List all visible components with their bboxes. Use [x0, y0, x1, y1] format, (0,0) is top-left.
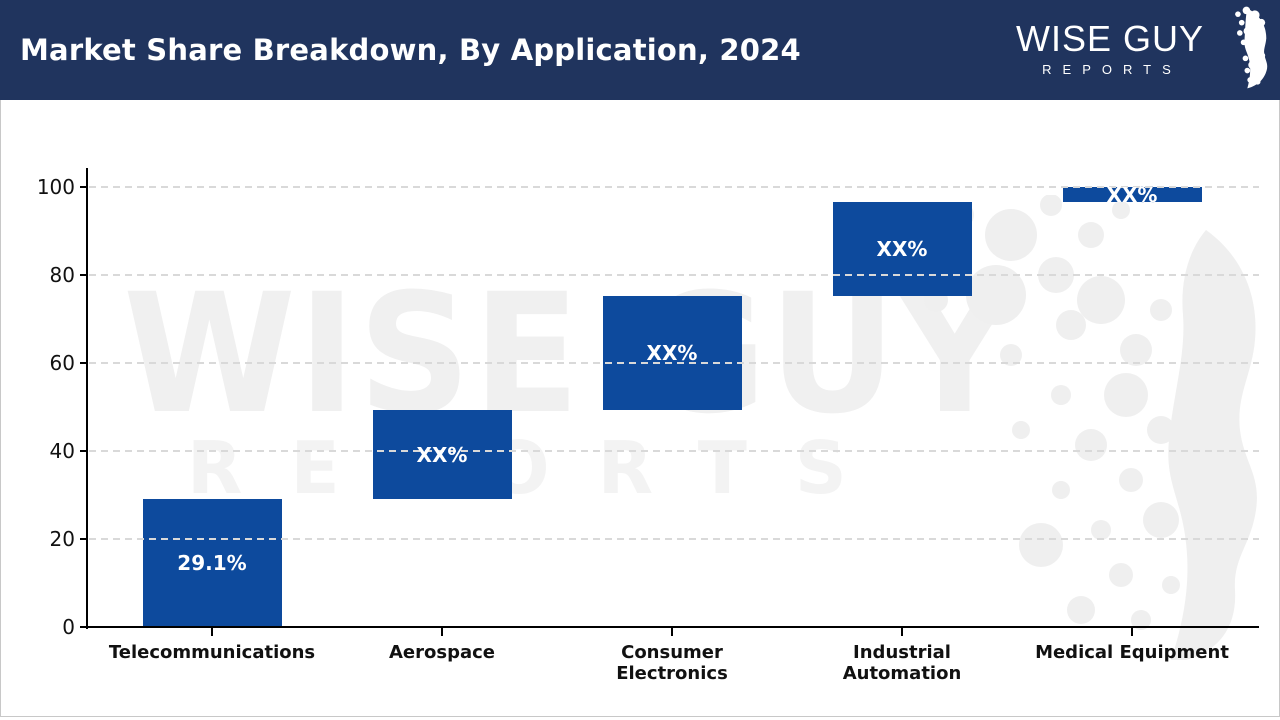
x-tick-label: Aerospace — [327, 642, 557, 663]
x-tick-label-line: Automation — [842, 663, 962, 684]
gridline — [89, 538, 1259, 540]
y-tick — [80, 274, 88, 276]
x-tick-label-line: Medical Equipment — [1035, 642, 1229, 663]
bar-label: 29.1% — [177, 550, 247, 575]
bar-medical-equipment — [1062, 187, 1202, 203]
x-tick-label: Medical Equipment — [1017, 642, 1247, 663]
y-tick-label: 80 — [49, 263, 75, 287]
watermark-wordmark: WISE GUY — [123, 258, 1014, 450]
x-tick-label: Consumer Electronics — [557, 642, 787, 684]
watermark-face-icon — [884, 195, 1257, 660]
y-tick-label: 60 — [49, 351, 75, 375]
bar-aerospace — [372, 410, 512, 499]
y-tick-label: 0 — [62, 615, 75, 639]
logo-face-icon — [1235, 6, 1268, 89]
logo-subtext: REPORTS — [1042, 62, 1182, 77]
bar-label: XX% — [876, 237, 928, 262]
y-tick — [80, 626, 88, 628]
bar-telecommunications — [142, 498, 282, 627]
x-axis — [86, 626, 1259, 628]
x-tick — [211, 628, 213, 636]
gridline — [89, 362, 1259, 364]
bar-consumer-electronics — [602, 296, 742, 411]
x-tick-label: Telecommunications — [97, 642, 327, 663]
bar-label: XX% — [646, 341, 698, 366]
y-tick — [80, 450, 88, 452]
watermark-subtext: REPORTS — [187, 426, 895, 510]
y-axis — [86, 168, 88, 629]
bar-label: XX% — [416, 442, 468, 467]
x-tick-label: Industrial Automation — [787, 642, 1017, 684]
y-tick-label: 20 — [49, 527, 75, 551]
y-tick — [80, 186, 88, 188]
y-tick-label: 100 — [36, 175, 75, 199]
x-tick — [901, 628, 903, 636]
x-tick — [671, 628, 673, 636]
x-tick — [1131, 628, 1133, 636]
y-tick-label: 40 — [49, 439, 75, 463]
logo-wordmark: WISE GUY — [1015, 18, 1204, 59]
gridline — [89, 450, 1259, 452]
y-tick — [80, 362, 88, 364]
x-tick — [441, 628, 443, 636]
gridline — [89, 274, 1259, 276]
x-tick-label-line: Aerospace — [388, 642, 495, 663]
logo-text: WISE GUY REPORTS — [1015, 18, 1204, 78]
x-tick-label-line: Telecommunications — [108, 642, 316, 663]
chart-title: Market Share Breakdown, By Application, … — [20, 33, 801, 67]
plot-area: WISE GUY REPORTS 0 20 40 60 80 100 29.1% Teleco… — [0, 100, 1280, 717]
x-tick-label-line: Electronics — [616, 663, 728, 684]
x-tick-label-line: Consumer — [621, 642, 723, 663]
bar-label: XX% — [1106, 182, 1158, 207]
x-tick-label-line: Industrial — [853, 642, 951, 663]
y-tick — [80, 538, 88, 540]
wiseguy-logo: WISE GUY REPORTS — [1016, 6, 1268, 90]
bar-industrial-automation — [832, 202, 972, 297]
header-bar: Market Share Breakdown, By Application, … — [0, 0, 1280, 100]
gridline — [89, 186, 1259, 188]
